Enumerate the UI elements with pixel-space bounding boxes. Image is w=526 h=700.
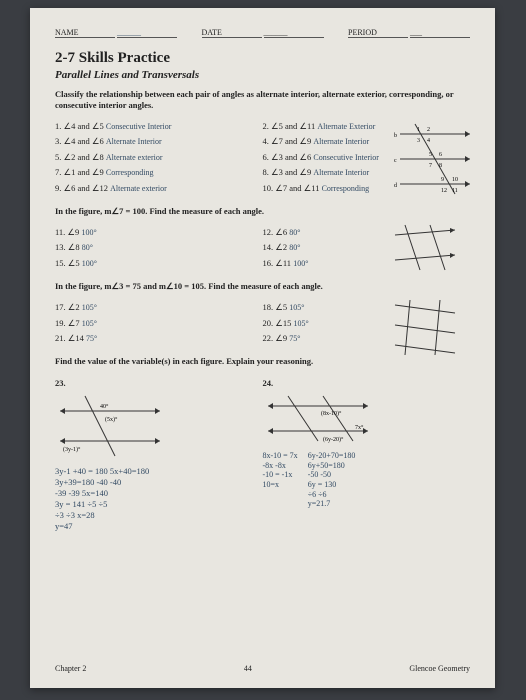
svg-text:12: 12 [441, 188, 447, 194]
svg-text:(6y-20)°: (6y-20)° [323, 436, 344, 443]
svg-text:7x°: 7x° [355, 424, 364, 431]
diagram-3 [390, 295, 460, 357]
figure-24: (8x-10)° (6y-20)° 7x° [263, 391, 373, 446]
footer-center: 44 [244, 664, 252, 673]
svg-text:40°: 40° [100, 403, 109, 410]
svg-text:9: 9 [441, 177, 444, 183]
figure-23: 40° (5x)° (3y-1)° [55, 391, 165, 461]
svg-text:7: 7 [429, 163, 432, 169]
section-3: 17. ∠2 105° 19. ∠7 105° 21. ∠14 75° 18. … [55, 300, 470, 346]
header-row: NAME ______ DATE ______ PERIOD ___ [55, 28, 470, 38]
diagram-1: b c d 12 34 56 78 910 1211 [390, 119, 475, 201]
svg-text:2: 2 [427, 127, 430, 133]
problem-23: 23. 40° (5x)° (3y-1)° 3y-1 +40 = 180 5x+… [55, 376, 263, 533]
work-24a: 8x-10 = 7x -8x -8x -10 = -1x 10=x [263, 451, 298, 509]
name-field: NAME ______ [55, 28, 177, 38]
period-field: PERIOD ___ [348, 28, 470, 38]
section-4: 23. 40° (5x)° (3y-1)° 3y-1 +40 = 180 5x+… [55, 376, 470, 533]
svg-text:11: 11 [452, 188, 458, 194]
svg-text:(3y-1)°: (3y-1)° [63, 446, 81, 453]
svg-text:6: 6 [439, 152, 442, 158]
work-24b: 6y-20+70=180 6y+50=180 -50 -50 6y = 130 … [308, 451, 356, 509]
svg-text:c: c [394, 158, 397, 164]
svg-text:d: d [394, 183, 397, 189]
section-2: 11. ∠9 100° 13. ∠8 80° 15. ∠5 100° 12. ∠… [55, 225, 470, 271]
section-1: 1. ∠4 and ∠5 Consecutive Interior 3. ∠4 … [55, 119, 470, 196]
work-23: 3y-1 +40 = 180 5x+40=180 3y+39=180 -40 -… [55, 466, 263, 532]
problem-24: 24. (8x-10)° (6y-20)° 7x° 8x-10 = 7x -8x… [263, 376, 471, 533]
col-left: 1. ∠4 and ∠5 Consecutive Interior 3. ∠4 … [55, 119, 263, 196]
footer-right: Glencoe Geometry [409, 664, 470, 673]
subtitle: Parallel Lines and Transversals [55, 69, 470, 81]
svg-text:4: 4 [427, 138, 430, 144]
main-title: 2-7 Skills Practice [55, 50, 470, 67]
svg-text:3: 3 [417, 138, 420, 144]
date-field: DATE ______ [202, 28, 324, 38]
instructions-1: Classify the relationship between each p… [55, 89, 470, 111]
svg-text:(5x)°: (5x)° [105, 416, 118, 423]
svg-text:(8x-10)°: (8x-10)° [321, 410, 342, 417]
svg-text:8: 8 [439, 163, 442, 169]
instructions-3: In the figure, m∠3 = 75 and m∠10 = 105. … [55, 281, 470, 292]
svg-text:5: 5 [429, 152, 432, 158]
svg-text:1: 1 [417, 127, 420, 133]
svg-text:10: 10 [452, 177, 458, 183]
diagram-2 [390, 220, 460, 277]
instructions-4: Find the value of the variable(s) in eac… [55, 356, 470, 367]
instructions-2: In the figure, m∠7 = 100. Find the measu… [55, 206, 470, 217]
footer: Chapter 2 44 Glencoe Geometry [55, 664, 470, 673]
svg-text:b: b [394, 133, 397, 139]
footer-left: Chapter 2 [55, 664, 86, 673]
worksheet-paper: NAME ______ DATE ______ PERIOD ___ 2-7 S… [30, 8, 495, 688]
